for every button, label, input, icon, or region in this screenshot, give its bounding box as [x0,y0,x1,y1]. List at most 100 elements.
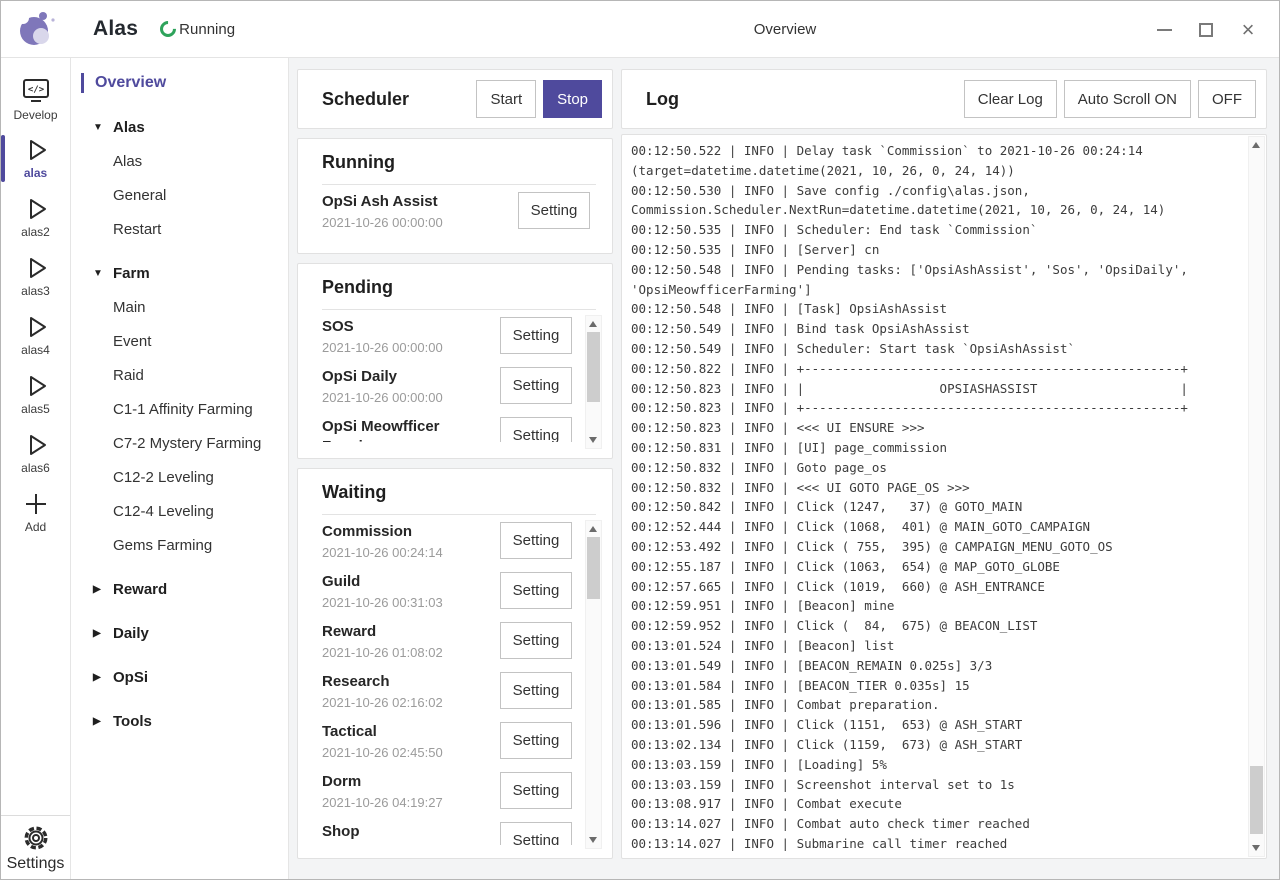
rail-item-add[interactable]: Add [1,483,70,542]
menu-group-label: Reward [113,580,168,598]
task-row: Guild 2021-10-26 00:31:03 Setting [322,565,572,615]
log-line: 00:12:50.535 | INFO | Scheduler: End tas… [631,222,1038,238]
task-next-run-time: 2021-10-26 00:00:00 [322,390,443,405]
pending-scrollbar[interactable] [585,315,602,449]
log-line: 00:13:08.917 | INFO | Combat execute [631,796,902,812]
menu-group-alas[interactable]: ▼ Alas [71,110,288,144]
running-list: OpSi Ash Assist 2021-10-26 00:00:00 Sett… [322,185,590,235]
log-line: 00:13:03.159 | INFO | [Loading] 5% [631,756,887,772]
play-icon [29,140,46,160]
caret-right-icon: ▶ [93,627,101,639]
menu-item-c12-2-leveling[interactable]: C12-2 Leveling [113,468,214,486]
task-name: OpSi Daily [322,368,398,385]
menu-group-label: Farm [113,264,150,282]
menu-group-daily[interactable]: ▶ Daily [71,616,288,650]
task-next-run-time: 2021-10-26 00:24:14 [322,545,443,560]
scroll-down-icon[interactable] [1252,845,1260,851]
play-icon [29,258,46,278]
scroll-up-icon[interactable] [589,526,597,532]
start-button[interactable]: Start [476,80,537,118]
minimize-button[interactable] [1143,10,1185,50]
log-line: 00:12:50.823 | INFO | | OPSIASHASSIST | [631,380,1188,396]
scroll-down-icon[interactable] [589,437,597,443]
content-area: Scheduler Start Stop Running OpSi Ash As… [289,58,1279,879]
log-line: 00:12:50.548 | INFO | [Task] OpsiAshAssi… [631,301,948,317]
rail-item-label: Settings [6,855,65,872]
scroll-up-icon[interactable] [589,321,597,327]
rail-item-label: alas5 [21,402,50,416]
auto-scroll-off-button[interactable]: OFF [1198,80,1256,118]
setting-button[interactable]: Setting [500,317,572,354]
setting-button[interactable]: Setting [500,772,572,809]
rail-item-alas5[interactable]: alas5 [1,365,70,424]
setting-button[interactable]: Setting [500,672,572,709]
rail-item-alas6[interactable]: alas6 [1,424,70,483]
setting-button[interactable]: Setting [500,572,572,609]
caret-down-icon: ▼ [93,121,103,133]
rail-item-alas3[interactable]: alas3 [1,247,70,306]
rail-item-settings[interactable]: Settings [1,815,70,873]
log-line: 00:13:01.596 | INFO | Click (1151, 653) … [631,717,1023,733]
menu-group-tools[interactable]: ▶ Tools [71,704,288,738]
setting-button[interactable]: Setting [500,367,572,404]
setting-button[interactable]: Setting [500,722,572,759]
menu-item-general[interactable]: General [113,186,167,204]
menu-group-opsi[interactable]: ▶ OpSi [71,660,288,694]
scroll-down-icon[interactable] [589,837,597,843]
menu-item-gems-farming[interactable]: Gems Farming [113,536,213,554]
instance-rail: </> Develop alas alas2 alas3 alas4 [1,58,71,879]
log-line: 00:12:50.831 | INFO | [UI] page_commissi… [631,439,948,455]
setting-button[interactable]: Setting [518,192,590,229]
menu-group-farm[interactable]: ▼ Farm [71,256,288,290]
menu-item-c12-4-leveling[interactable]: C12-4 Leveling [113,502,214,520]
menu-item-main[interactable]: Main [113,298,146,316]
menu-item-event[interactable]: Event [113,332,152,350]
setting-button[interactable]: Setting [500,417,572,442]
setting-button[interactable]: Setting [500,522,572,559]
menu-item-alas[interactable]: Alas [113,152,143,170]
log-scrollbar[interactable] [1248,136,1265,857]
log-line: 00:13:01.584 | INFO | [BEACON_TIER 0.035… [631,677,970,693]
menu-item-overview[interactable]: Overview [71,66,288,100]
rail-item-alas4[interactable]: alas4 [1,306,70,365]
pending-title: Pending [322,277,393,297]
rail-item-alas[interactable]: alas [1,129,70,188]
play-icon [29,435,46,455]
menu-item-c7-2-mystery-farming[interactable]: C7-2 Mystery Farming [113,434,262,452]
log-line: (target=datetime.datetime(2021, 10, 26, … [631,162,1015,178]
log-line: 00:13:01.549 | INFO | [BEACON_REMAIN 0.0… [631,657,993,673]
menu-item-c1-1-affinity-farming[interactable]: C1-1 Affinity Farming [113,400,253,418]
log-line: 00:12:59.952 | INFO | Click ( 84, 675) @… [631,618,1038,634]
log-line: 00:12:55.187 | INFO | Click (1063, 654) … [631,558,1060,574]
menu-group-label: Alas [113,118,145,136]
rail-item-develop[interactable]: </> Develop [1,70,70,129]
task-next-run-time: 2021-10-26 02:16:02 [322,695,443,710]
task-name: SOS [322,318,354,335]
auto-scroll-on-button[interactable]: Auto Scroll ON [1063,80,1191,118]
task-name: Reward [322,623,377,640]
scroll-thumb[interactable] [1250,766,1263,834]
maximize-button[interactable] [1185,10,1227,50]
log-output: 00:12:50.522 | INFO | Delay task `Commis… [631,141,1240,852]
menu-item-restart[interactable]: Restart [113,220,162,238]
rail-item-alas2[interactable]: alas2 [1,188,70,247]
task-name: Tactical [322,723,377,740]
clear-log-button[interactable]: Clear Log [963,80,1057,118]
setting-button[interactable]: Setting [500,822,572,845]
close-button[interactable]: × [1227,10,1269,50]
scroll-up-icon[interactable] [1252,142,1260,148]
menu-group-reward[interactable]: ▶ Reward [71,572,288,606]
log-line: 00:13:03.159 | INFO | Screenshot interva… [631,776,1015,792]
task-next-run-time: 2021-10-26 00:31:03 [322,595,443,610]
stop-button[interactable]: Stop [543,80,602,118]
log-line: 00:13:01.524 | INFO | [Beacon] list [631,637,895,653]
menu-item-raid[interactable]: Raid [113,366,144,384]
page-title: Overview [753,20,817,38]
window-controls: × [1143,1,1269,58]
log-line: 00:12:50.842 | INFO | Click (1247, 37) @… [631,499,1023,515]
scroll-thumb[interactable] [587,332,600,402]
scheduler-card: Scheduler Start Stop [297,69,613,129]
scroll-thumb[interactable] [587,537,600,599]
waiting-scrollbar[interactable] [585,520,602,849]
setting-button[interactable]: Setting [500,622,572,659]
